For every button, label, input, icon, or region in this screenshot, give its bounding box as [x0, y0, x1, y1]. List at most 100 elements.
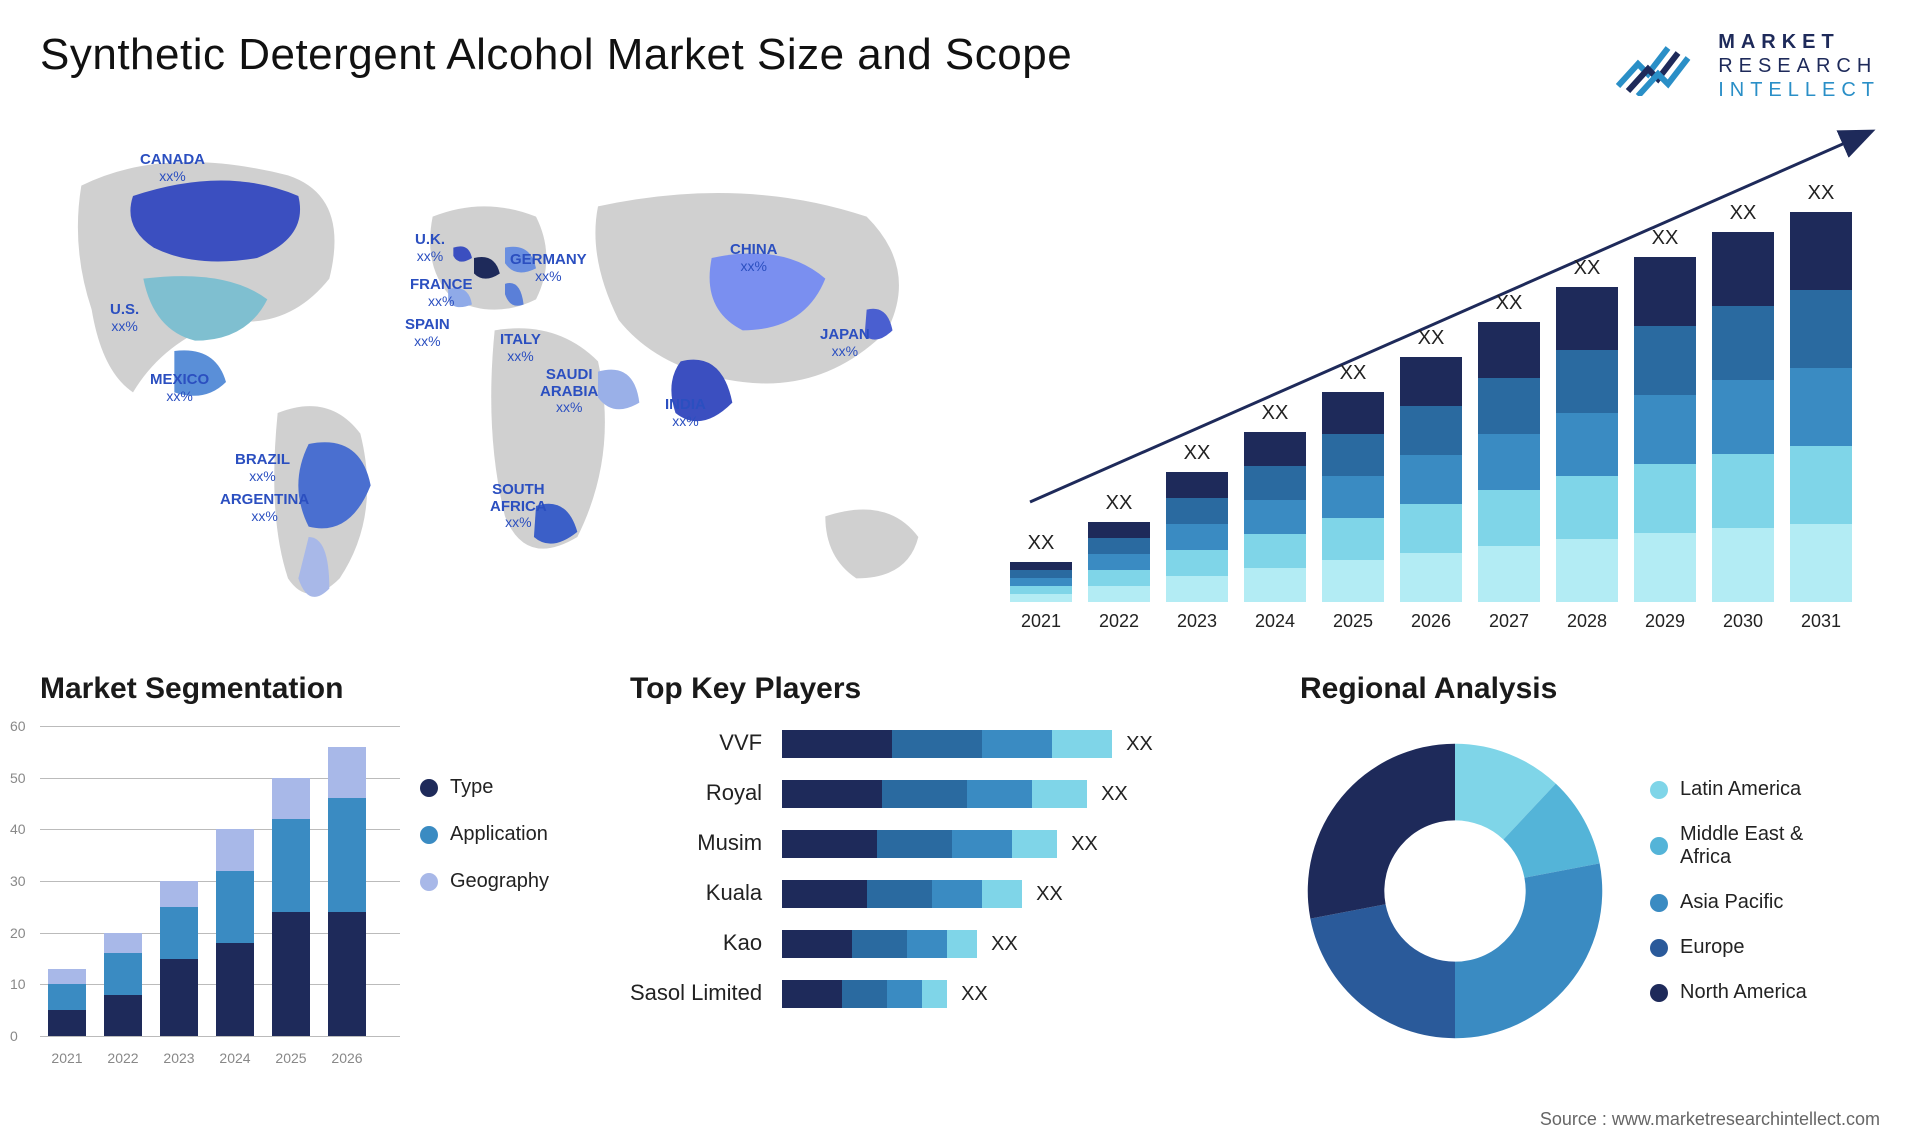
growth-bar: XX	[1166, 472, 1228, 602]
growth-bar-label: XX	[1712, 202, 1774, 225]
growth-bar: XX	[1556, 287, 1618, 602]
growth-x-label: 2025	[1322, 611, 1384, 632]
map-label: CANADAxx%	[140, 152, 205, 185]
map-label: U.K.xx%	[415, 232, 445, 265]
growth-bar-label: XX	[1244, 402, 1306, 425]
donut-slice	[1310, 904, 1455, 1038]
regional-legend-item: Latin America	[1650, 778, 1807, 801]
player-name: Kuala	[630, 880, 762, 908]
growth-bar-label: XX	[1400, 327, 1462, 350]
map-label: JAPANxx%	[820, 327, 870, 360]
seg-x-label: 2024	[216, 1050, 254, 1066]
growth-chart-panel: XXXXXXXXXXXXXXXXXXXXXX 20212022202320242…	[1010, 122, 1880, 642]
growth-bar: XX	[1322, 392, 1384, 602]
growth-bar-label: XX	[1322, 362, 1384, 385]
regional-legend: Latin America Middle East &Africa Asia Pac…	[1650, 778, 1807, 1004]
seg-x-label: 2025	[272, 1050, 310, 1066]
growth-bar-label: XX	[1478, 292, 1540, 315]
player-bar-row: XX	[782, 930, 1270, 958]
regional-title: Regional Analysis	[1300, 672, 1880, 706]
segmentation-title: Market Segmentation	[40, 672, 600, 706]
regional-legend-item: Middle East &Africa	[1650, 823, 1807, 869]
player-bar-row: XX	[782, 830, 1270, 858]
player-name: Musim	[630, 830, 762, 858]
seg-y-tick: 0	[10, 1028, 18, 1044]
growth-x-label: 2030	[1712, 611, 1774, 632]
seg-x-label: 2023	[160, 1050, 198, 1066]
map-label: SOUTHAFRICAxx%	[490, 482, 547, 532]
players-title: Top Key Players	[630, 672, 1270, 706]
seg-bar	[328, 747, 366, 1036]
players-names: VVFRoyalMusimKualaKaoSasol Limited	[630, 726, 762, 1008]
growth-bar: XX	[1478, 322, 1540, 602]
growth-bar-label: XX	[1010, 532, 1072, 555]
growth-x-label: 2028	[1556, 611, 1618, 632]
map-label: U.S.xx%	[110, 302, 139, 335]
growth-bar-label: XX	[1166, 442, 1228, 465]
donut-slice	[1455, 863, 1602, 1038]
regional-donut	[1300, 736, 1610, 1046]
growth-bar: XX	[1400, 357, 1462, 602]
logo-text: MARKET RESEARCH INTELLECT	[1718, 30, 1880, 102]
growth-bar-label: XX	[1088, 492, 1150, 515]
player-value: XX	[1071, 833, 1098, 856]
map-label: MEXICOxx%	[150, 372, 209, 405]
map-label: ARGENTINAxx%	[220, 492, 309, 525]
player-value: XX	[991, 933, 1018, 956]
regional-legend-item: Asia Pacific	[1650, 891, 1807, 914]
regional-legend-item: North America	[1650, 981, 1807, 1004]
seg-bar	[216, 829, 254, 1036]
map-label: CHINAxx%	[730, 242, 778, 275]
map-label: FRANCExx%	[410, 277, 473, 310]
players-bars: XX XX XX XX XX XX	[782, 726, 1270, 1008]
seg-x-label: 2022	[104, 1050, 142, 1066]
growth-x-label: 2022	[1088, 611, 1150, 632]
donut-slice	[1308, 744, 1455, 919]
top-row: CANADAxx%U.S.xx%MEXICOxx%BRAZILxx%ARGENT…	[40, 122, 1880, 642]
map-label: SAUDIARABIAxx%	[540, 367, 598, 417]
player-bar-row: XX	[782, 880, 1270, 908]
seg-legend-item: Type	[420, 776, 549, 799]
player-name: Royal	[630, 780, 762, 808]
seg-bar	[104, 933, 142, 1036]
seg-y-tick: 60	[10, 718, 26, 734]
header: Synthetic Detergent Alcohol Market Size …	[40, 30, 1880, 102]
seg-bar	[160, 881, 198, 1036]
seg-y-tick: 40	[10, 821, 26, 837]
player-bar-row: XX	[782, 780, 1270, 808]
growth-x-label: 2029	[1634, 611, 1696, 632]
regional-panel: Regional Analysis Latin America Middle Ea…	[1300, 672, 1880, 1112]
seg-x-label: 2021	[48, 1050, 86, 1066]
player-bar-row: XX	[782, 980, 1270, 1008]
seg-x-label: 2026	[328, 1050, 366, 1066]
growth-bar: XX	[1244, 432, 1306, 602]
seg-y-tick: 50	[10, 770, 26, 786]
segmentation-chart: 0102030405060202120222023202420252026	[40, 726, 400, 1066]
logo: MARKET RESEARCH INTELLECT	[1616, 30, 1880, 102]
seg-legend-item: Geography	[420, 870, 549, 893]
logo-icon	[1616, 36, 1706, 96]
player-value: XX	[1036, 883, 1063, 906]
player-value: XX	[1126, 733, 1153, 756]
growth-x-label: 2024	[1244, 611, 1306, 632]
regional-legend-item: Europe	[1650, 936, 1807, 959]
player-value: XX	[961, 983, 988, 1006]
growth-bar-label: XX	[1556, 257, 1618, 280]
growth-x-label: 2023	[1166, 611, 1228, 632]
growth-bar: XX	[1010, 562, 1072, 602]
growth-bar-label: XX	[1634, 227, 1696, 250]
growth-bar: XX	[1634, 257, 1696, 602]
page-title: Synthetic Detergent Alcohol Market Size …	[40, 30, 1072, 80]
map-label: SPAINxx%	[405, 317, 450, 350]
growth-x-label: 2026	[1400, 611, 1462, 632]
seg-y-tick: 20	[10, 925, 26, 941]
growth-bar: XX	[1712, 232, 1774, 602]
player-name: Sasol Limited	[630, 980, 762, 1008]
player-name: VVF	[630, 730, 762, 758]
world-map-panel: CANADAxx%U.S.xx%MEXICOxx%BRAZILxx%ARGENT…	[40, 122, 970, 642]
growth-x-label: 2021	[1010, 611, 1072, 632]
player-bar-row: XX	[782, 730, 1270, 758]
seg-legend-item: Application	[420, 823, 549, 846]
growth-bar: XX	[1790, 212, 1852, 602]
seg-y-tick: 10	[10, 976, 26, 992]
